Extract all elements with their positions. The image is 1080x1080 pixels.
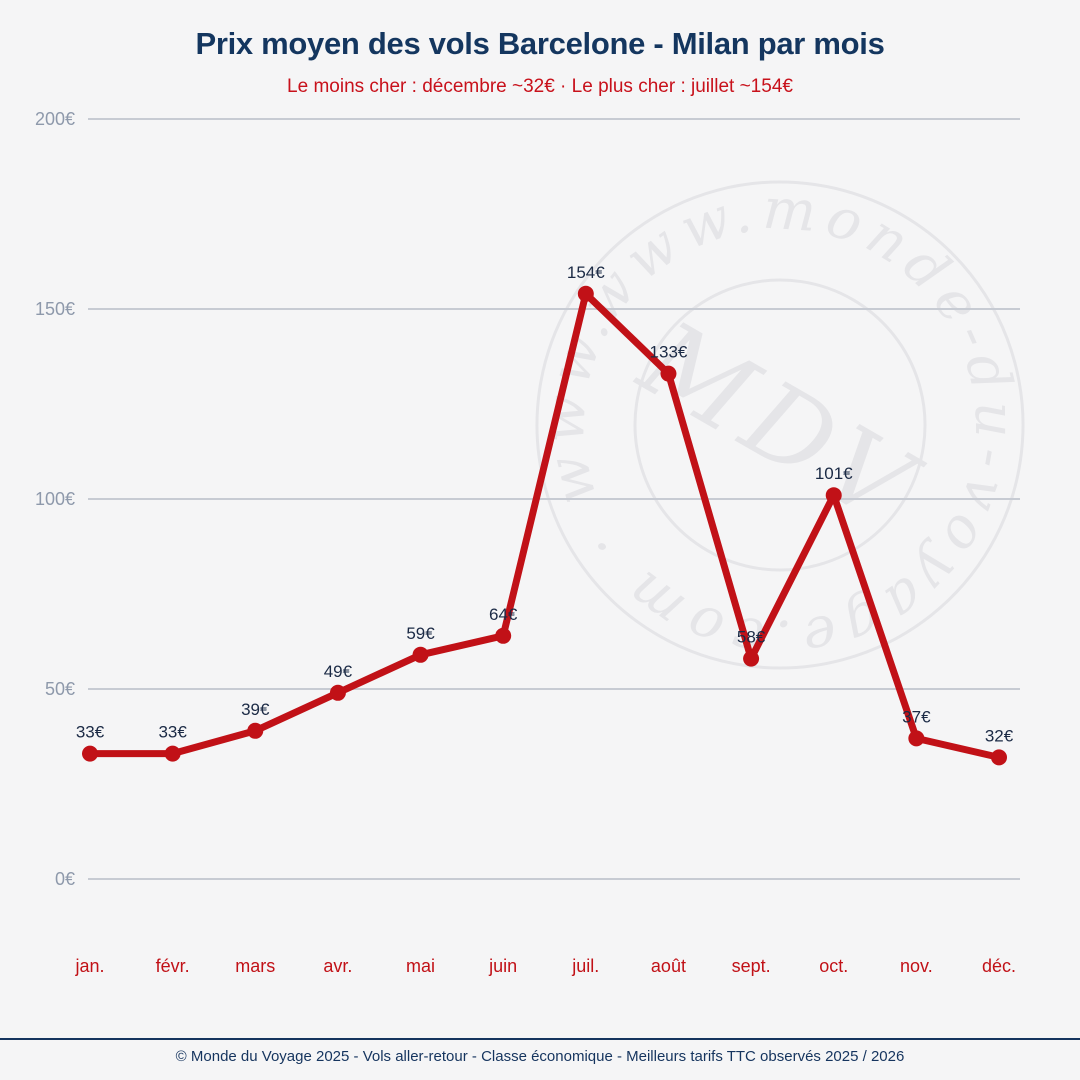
chart-subtitle: Le moins cher : décembre ~32€ · Le plus …	[287, 76, 793, 97]
y-axis-tick-label: 0€	[55, 869, 75, 889]
data-point-label: 154€	[567, 263, 605, 282]
x-axis-month-label: août	[651, 956, 686, 976]
data-point	[82, 745, 98, 762]
watermark-center-text: MDV	[620, 297, 939, 551]
y-axis-tick-label: 50€	[45, 679, 75, 699]
x-axis-month-label: déc.	[982, 956, 1016, 976]
data-point-label: 64€	[489, 605, 518, 624]
x-axis-month-label: févr.	[156, 956, 190, 976]
data-point	[495, 627, 512, 644]
data-point	[825, 487, 842, 504]
data-point	[412, 646, 429, 663]
x-axis-month-label: juil.	[571, 956, 599, 976]
x-axis-month-label: sept.	[732, 956, 771, 976]
data-point	[908, 730, 925, 747]
price-line	[86, 290, 1003, 761]
data-point-label: 58€	[737, 628, 766, 647]
copyright-text: © Monde du Voyage 2025 - Vols aller-reto…	[175, 1048, 905, 1065]
y-axis-tick-label: 200€	[35, 109, 75, 129]
data-point-label: 59€	[406, 624, 435, 643]
data-point	[247, 722, 264, 739]
data-point	[164, 745, 181, 762]
data-point-label: 32€	[985, 726, 1014, 745]
data-point	[743, 650, 760, 667]
data-point	[577, 285, 594, 302]
x-axis-month-label: oct.	[819, 956, 848, 976]
data-point	[660, 365, 677, 382]
data-point-label: 33€	[76, 723, 105, 742]
watermark-inner-ring	[633, 278, 927, 572]
data-point-label: 133€	[650, 343, 688, 362]
data-point	[329, 684, 346, 701]
footer-divider	[0, 1038, 1080, 1040]
data-point-label: 37€	[902, 707, 931, 726]
x-axis-month-label: juin	[488, 956, 517, 976]
data-point-label: 33€	[158, 723, 187, 742]
x-axis-month-label: nov.	[900, 956, 933, 976]
data-point	[991, 749, 1007, 766]
x-axis-month-label: mai	[406, 956, 435, 976]
x-axis-month-label: mars	[235, 956, 275, 976]
watermark-outer-ring	[535, 180, 1025, 670]
x-axis-month-label: avr.	[323, 956, 352, 976]
x-axis-month-label: jan.	[74, 956, 104, 976]
data-point-label: 39€	[241, 700, 270, 719]
y-axis-tick-label: 150€	[35, 299, 75, 319]
watermark-stamp: www.monde-du-voyage.com · www.monde-du-v…	[440, 87, 1080, 765]
data-point-label: 49€	[324, 662, 353, 681]
page-title: Prix moyen des vols Barcelone - Milan pa…	[195, 26, 885, 61]
y-axis-tick-label: 100€	[35, 489, 75, 509]
data-point-label: 101€	[815, 464, 853, 483]
